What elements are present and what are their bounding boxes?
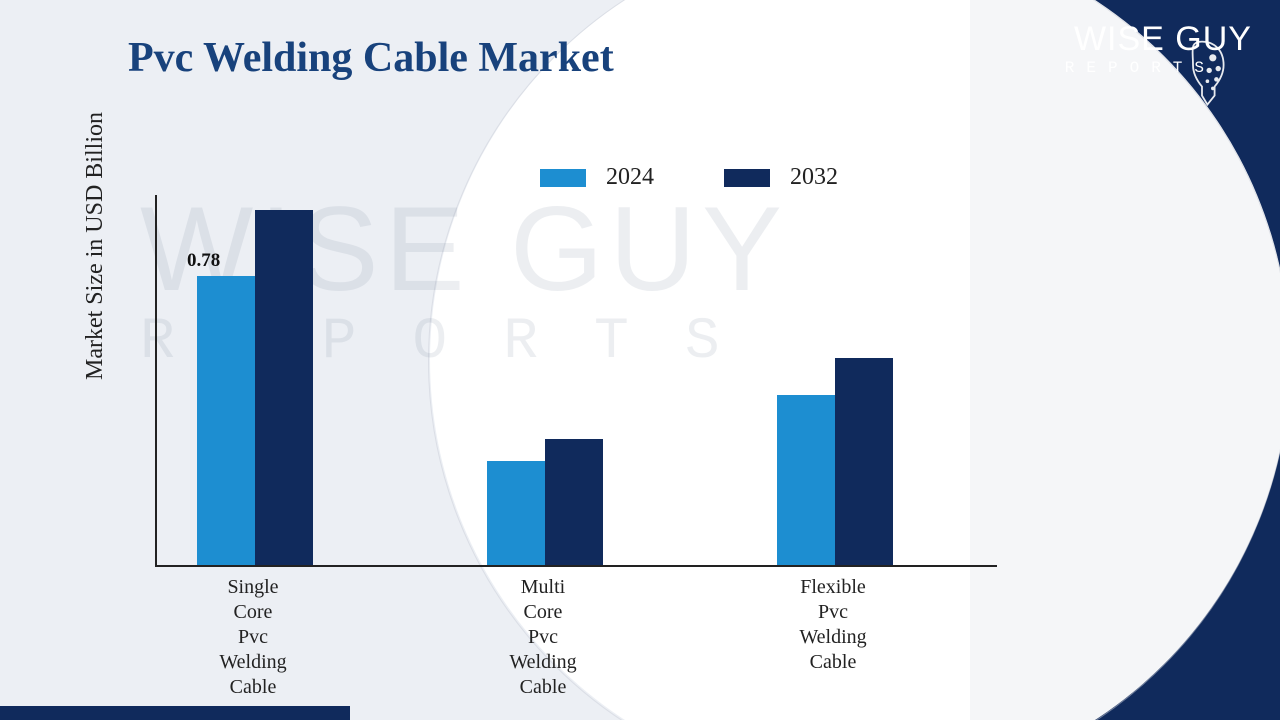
bottom-accent-bar <box>0 706 350 720</box>
bar <box>545 439 603 565</box>
legend-swatch-2032 <box>724 169 770 187</box>
bar-group <box>487 439 603 565</box>
y-axis-label: Market Size in USD Billion <box>82 112 109 380</box>
brand-head-icon <box>1174 38 1230 110</box>
bar <box>835 358 893 565</box>
legend-label-2032: 2032 <box>790 164 838 190</box>
bar <box>255 210 313 565</box>
bar-group <box>777 358 893 565</box>
bar <box>197 276 255 565</box>
brand-block: WISE GUY REPORTS <box>1065 22 1252 76</box>
bar <box>777 395 835 565</box>
bar <box>487 461 545 565</box>
legend-swatch-2024 <box>540 169 586 187</box>
x-tick-label: SingleCorePvcWeldingCable <box>183 575 323 700</box>
page-root: WISE GUY REPORTS WISE GUY REPORTS Pvc We… <box>0 0 1280 720</box>
legend-item-2024: 2024 <box>540 164 654 191</box>
legend: 2024 2032 <box>540 164 838 191</box>
x-tick-label: FlexiblePvcWeldingCable <box>763 575 903 675</box>
chart-plot-area: 0.78 <box>155 195 997 567</box>
legend-label-2024: 2024 <box>606 164 654 190</box>
x-tick-label: MultiCorePvcWeldingCable <box>473 575 613 700</box>
legend-item-2032: 2032 <box>724 164 838 191</box>
bar-group <box>197 210 313 565</box>
chart-title: Pvc Welding Cable Market <box>128 34 614 82</box>
